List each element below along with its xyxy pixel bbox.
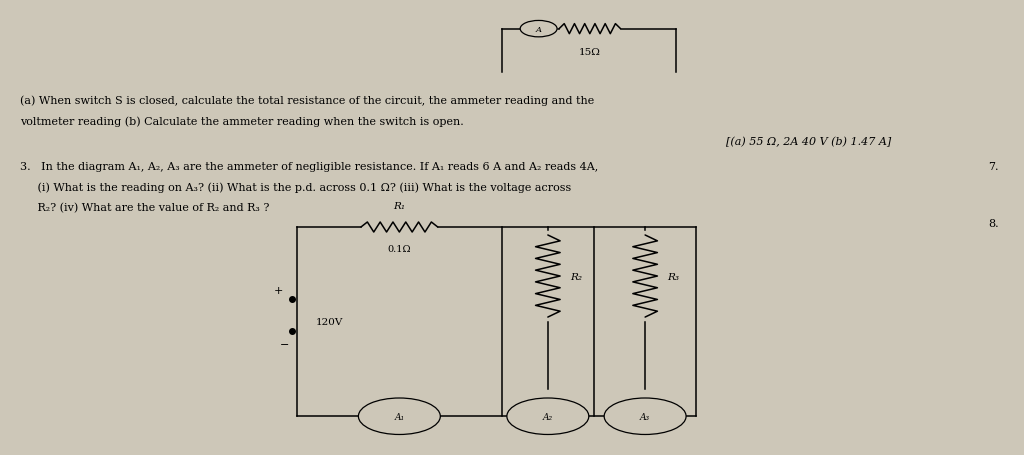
Text: (a) When switch S is closed, calculate the total resistance of the circuit, the : (a) When switch S is closed, calculate t… — [20, 96, 595, 106]
Text: (i) What is the reading on A₃? (ii) What is the p.d. across 0.1 Ω? (iii) What is: (i) What is the reading on A₃? (ii) What… — [20, 182, 571, 192]
Circle shape — [604, 398, 686, 435]
Text: 8.: 8. — [988, 218, 998, 228]
Circle shape — [520, 21, 557, 38]
Text: −: − — [280, 340, 290, 349]
Text: A: A — [536, 25, 542, 34]
Text: 7.: 7. — [988, 162, 998, 172]
Text: [(a) 55 Ω, 2A 40 V (b) 1.47 A]: [(a) 55 Ω, 2A 40 V (b) 1.47 A] — [726, 136, 891, 147]
Text: 15Ω: 15Ω — [579, 48, 601, 57]
Text: A₁: A₁ — [394, 412, 404, 421]
Circle shape — [358, 398, 440, 435]
Text: voltmeter reading (b) Calculate the ammeter reading when the switch is open.: voltmeter reading (b) Calculate the amme… — [20, 116, 464, 126]
Text: A₂: A₂ — [543, 412, 553, 421]
Text: A₃: A₃ — [640, 412, 650, 421]
Text: R₂: R₂ — [570, 272, 583, 281]
Text: R₃: R₃ — [668, 272, 680, 281]
Text: 0.1Ω: 0.1Ω — [387, 245, 412, 254]
Text: +: + — [273, 285, 284, 295]
Text: R₁: R₁ — [393, 201, 406, 210]
Text: R₂? (iv) What are the value of R₂ and R₃ ?: R₂? (iv) What are the value of R₂ and R₃… — [20, 202, 270, 213]
Text: 3.   In the diagram A₁, A₂, A₃ are the ammeter of negligible resistance. If A₁ r: 3. In the diagram A₁, A₂, A₃ are the amm… — [20, 162, 599, 172]
Text: 120V: 120V — [315, 318, 343, 326]
Circle shape — [507, 398, 589, 435]
